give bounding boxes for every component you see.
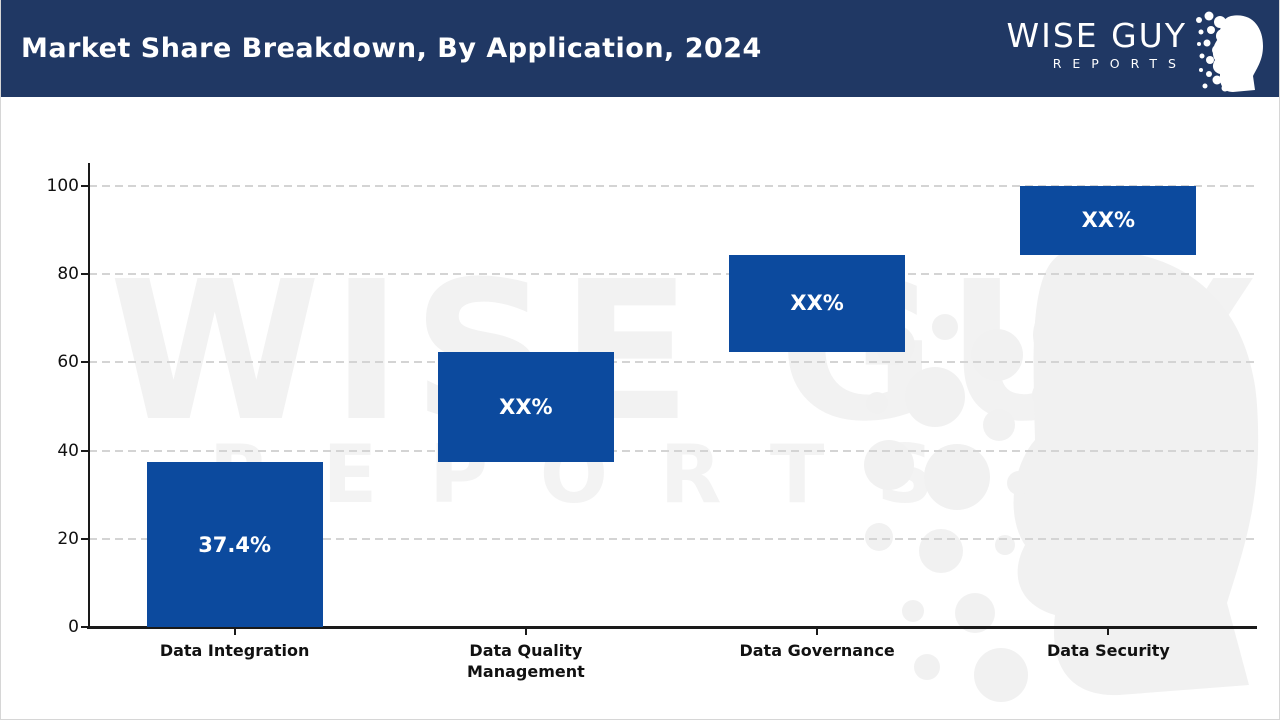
bar-value-label: XX%	[790, 291, 844, 316]
brand-head-icon	[1196, 11, 1263, 92]
y-tick-mark	[81, 449, 89, 452]
bar-data-integration: 37.4%	[146, 462, 323, 627]
y-tick-mark	[81, 626, 89, 628]
header-band: Market Share Breakdown, By Application, …	[1, 0, 1279, 97]
brand-subname: REPORTS	[1052, 56, 1187, 71]
x-tick-mark	[816, 627, 819, 635]
y-gridline	[89, 537, 1254, 540]
bar-value-label: 37.4%	[198, 532, 272, 557]
y-tick-mark	[81, 273, 89, 276]
brand-logo: WISE GUY REPORTS	[1005, 8, 1265, 92]
bar-data-governance: XX%	[729, 254, 906, 352]
y-tick-label: 60	[57, 352, 79, 373]
y-tick-label: 80	[57, 264, 79, 285]
y-tick-label: 0	[68, 617, 79, 637]
x-axis-line	[87, 626, 1257, 629]
y-gridline	[89, 449, 1254, 452]
y-tick-label: 40	[57, 440, 79, 461]
y-tick-label: 100	[46, 176, 79, 196]
brand-name: WISE GUY	[1006, 16, 1187, 55]
x-tick-label: Data Governance	[739, 641, 895, 660]
y-axis-line	[88, 163, 90, 627]
y-gridline	[89, 185, 1254, 187]
x-tick-label: Data Quality Management	[466, 641, 585, 681]
x-tick-mark	[233, 627, 236, 635]
x-tick-mark	[524, 627, 527, 635]
bar-data-quality-management: XX%	[437, 351, 614, 463]
y-tick-label: 20	[57, 528, 79, 549]
y-tick-mark	[81, 185, 89, 187]
x-tick-mark	[1107, 627, 1110, 635]
y-tick-mark	[81, 537, 89, 540]
y-gridline	[89, 361, 1254, 364]
page-title: Market Share Breakdown, By Application, …	[21, 33, 762, 64]
bar-value-label: XX%	[1081, 208, 1136, 233]
brand-wordmark: WISE GUY REPORTS	[1006, 18, 1187, 72]
bar-data-security: XX%	[1020, 186, 1197, 255]
y-gridline	[89, 273, 1254, 276]
bar-value-label: XX%	[499, 394, 553, 419]
y-tick-mark	[81, 361, 89, 364]
x-tick-label: Data Security	[1046, 641, 1170, 660]
x-tick-label: Data Integration	[159, 641, 310, 660]
